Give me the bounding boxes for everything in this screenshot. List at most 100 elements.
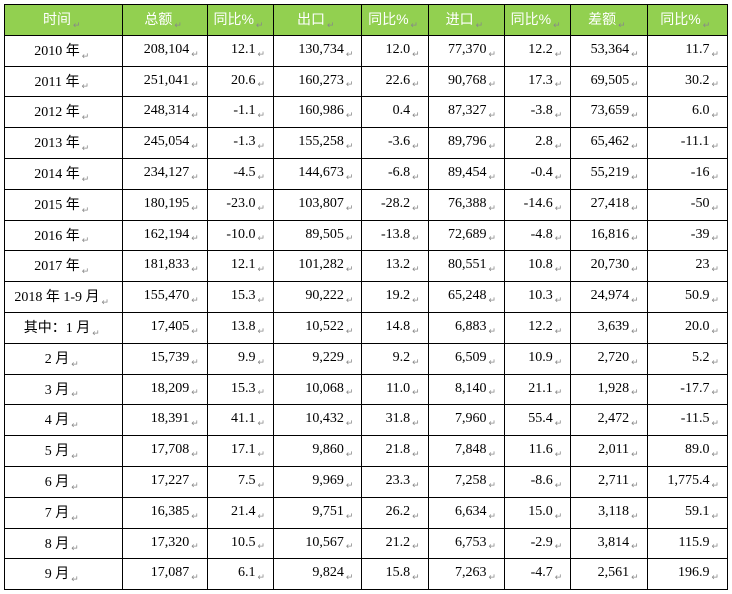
- cell-text: 6.0: [692, 103, 710, 118]
- cell-marker: ↵: [346, 511, 354, 521]
- cell-text: 65,248: [448, 288, 487, 303]
- cell-marker: ↵: [631, 326, 639, 336]
- table-row: 2011 年↵251,041↵20.6↵160,273↵22.6↵90,768↵…: [5, 66, 728, 97]
- data-cell: 73,659↵: [571, 97, 647, 128]
- data-cell: 160,273↵: [274, 66, 362, 97]
- data-cell: -6.8↵: [362, 158, 428, 189]
- data-cell: 22.6↵: [362, 66, 428, 97]
- cell-text: 24,974: [591, 288, 630, 303]
- cell-marker: ↵: [346, 203, 354, 213]
- cell-text: 248,314: [144, 103, 190, 118]
- cell-marker: ↵: [412, 233, 420, 243]
- data-cell: 13.2↵: [362, 251, 428, 282]
- cell-text: 130,734: [298, 42, 344, 57]
- data-cell: 248,314↵: [123, 97, 207, 128]
- cell-text: 31.8: [386, 411, 411, 426]
- data-cell: 72,689↵: [428, 220, 504, 251]
- cell-marker: ↵: [488, 357, 496, 367]
- cell-marker: ↵: [412, 79, 420, 89]
- cell-text: 0.4: [393, 103, 411, 118]
- cell-marker: ↵: [81, 81, 89, 91]
- data-cell: 77,370↵: [428, 35, 504, 66]
- data-cell: 6,883↵: [428, 312, 504, 343]
- data-cell: -3.6↵: [362, 128, 428, 159]
- cell-text: -4.5: [233, 165, 255, 180]
- col-header-text: 总额: [144, 11, 172, 27]
- cell-text: 180,195: [144, 196, 190, 211]
- cell-marker: ↵: [412, 326, 420, 336]
- cell-text: 21.1: [528, 381, 553, 396]
- cell-marker: ↵: [191, 449, 199, 459]
- data-cell: 17.1↵: [207, 436, 273, 467]
- row-label: 其中：1 月↵: [5, 312, 123, 343]
- cell-marker: ↵: [191, 203, 199, 213]
- cell-text: 17,227: [151, 473, 190, 488]
- data-cell: 18,209↵: [123, 374, 207, 405]
- data-cell: 69,505↵: [571, 66, 647, 97]
- data-cell: 251,041↵: [123, 66, 207, 97]
- data-cell: 103,807↵: [274, 189, 362, 220]
- cell-text: 4 月: [45, 413, 70, 428]
- cell-text: 5 月: [45, 444, 70, 459]
- cell-text: 23.3: [386, 473, 411, 488]
- cell-marker: ↵: [488, 326, 496, 336]
- cell-marker: ↵: [82, 143, 90, 153]
- cell-marker: ↵: [71, 420, 79, 430]
- cell-text: 160,273: [298, 73, 344, 88]
- col-header-text: 同比%: [511, 11, 551, 27]
- cell-marker: ↵: [71, 574, 79, 584]
- col-header-0: 时间↵: [5, 5, 123, 36]
- cell-marker: ↵: [631, 511, 639, 521]
- data-cell: 23↵: [647, 251, 727, 282]
- cell-marker: ↵: [488, 387, 496, 397]
- col-header-text: 同比%: [368, 11, 408, 27]
- cell-marker: ↵: [555, 264, 563, 274]
- data-cell: 9,860↵: [274, 436, 362, 467]
- cell-text: 17,708: [151, 442, 190, 457]
- cell-marker: ↵: [555, 203, 563, 213]
- data-cell: 21.4↵: [207, 497, 273, 528]
- cell-text: -4.8: [531, 227, 553, 242]
- cell-marker: ↵: [191, 541, 199, 551]
- cell-marker: ↵: [258, 357, 266, 367]
- data-cell: 90,222↵: [274, 282, 362, 313]
- cell-marker: ↵: [412, 449, 420, 459]
- cell-text: 162,194: [144, 227, 190, 242]
- cell-text: 12.2: [528, 42, 553, 57]
- cell-text: 10.5: [231, 535, 256, 550]
- table-row: 2018 年 1-9 月↵155,470↵15.3↵90,222↵19.2↵65…: [5, 282, 728, 313]
- data-cell: -0.4↵: [505, 158, 571, 189]
- cell-text: 9,229: [312, 350, 344, 365]
- cell-text: 10.9: [528, 350, 553, 365]
- cell-marker: ↵: [631, 449, 639, 459]
- cell-marker: ↵: [711, 203, 719, 213]
- cell-text: 6,883: [455, 319, 487, 334]
- cell-marker: ↵: [71, 359, 79, 369]
- cell-marker: ↵: [191, 387, 199, 397]
- table-row: 4 月↵18,391↵41.1↵10,432↵31.8↵7,960↵55.4↵2…: [5, 405, 728, 436]
- data-cell: 15.8↵: [362, 559, 428, 590]
- cell-marker: ↵: [258, 511, 266, 521]
- cell-text: 15,739: [151, 350, 190, 365]
- cell-marker: ↵: [82, 112, 90, 122]
- data-cell: 12.2↵: [505, 312, 571, 343]
- data-cell: 31.8↵: [362, 405, 428, 436]
- data-cell: 17.3↵: [505, 66, 571, 97]
- cell-marker: ↵: [711, 295, 719, 305]
- data-cell: 208,104↵: [123, 35, 207, 66]
- cell-marker: ↵: [711, 264, 719, 274]
- cell-marker: ↵: [711, 541, 719, 551]
- data-cell: 6,753↵: [428, 528, 504, 559]
- cell-marker: ↵: [346, 172, 354, 182]
- cell-text: 9,824: [312, 565, 344, 580]
- cell-marker: ↵: [191, 49, 199, 59]
- data-cell: 89,505↵: [274, 220, 362, 251]
- col-header-text: 同比%: [660, 11, 700, 27]
- cell-marker: ↵: [412, 511, 420, 521]
- data-cell: -1.1↵: [207, 97, 273, 128]
- data-cell: -39↵: [647, 220, 727, 251]
- cell-marker: ↵: [191, 172, 199, 182]
- data-cell: 65,248↵: [428, 282, 504, 313]
- cell-marker: ↵: [412, 110, 420, 120]
- data-cell: 115.9↵: [647, 528, 727, 559]
